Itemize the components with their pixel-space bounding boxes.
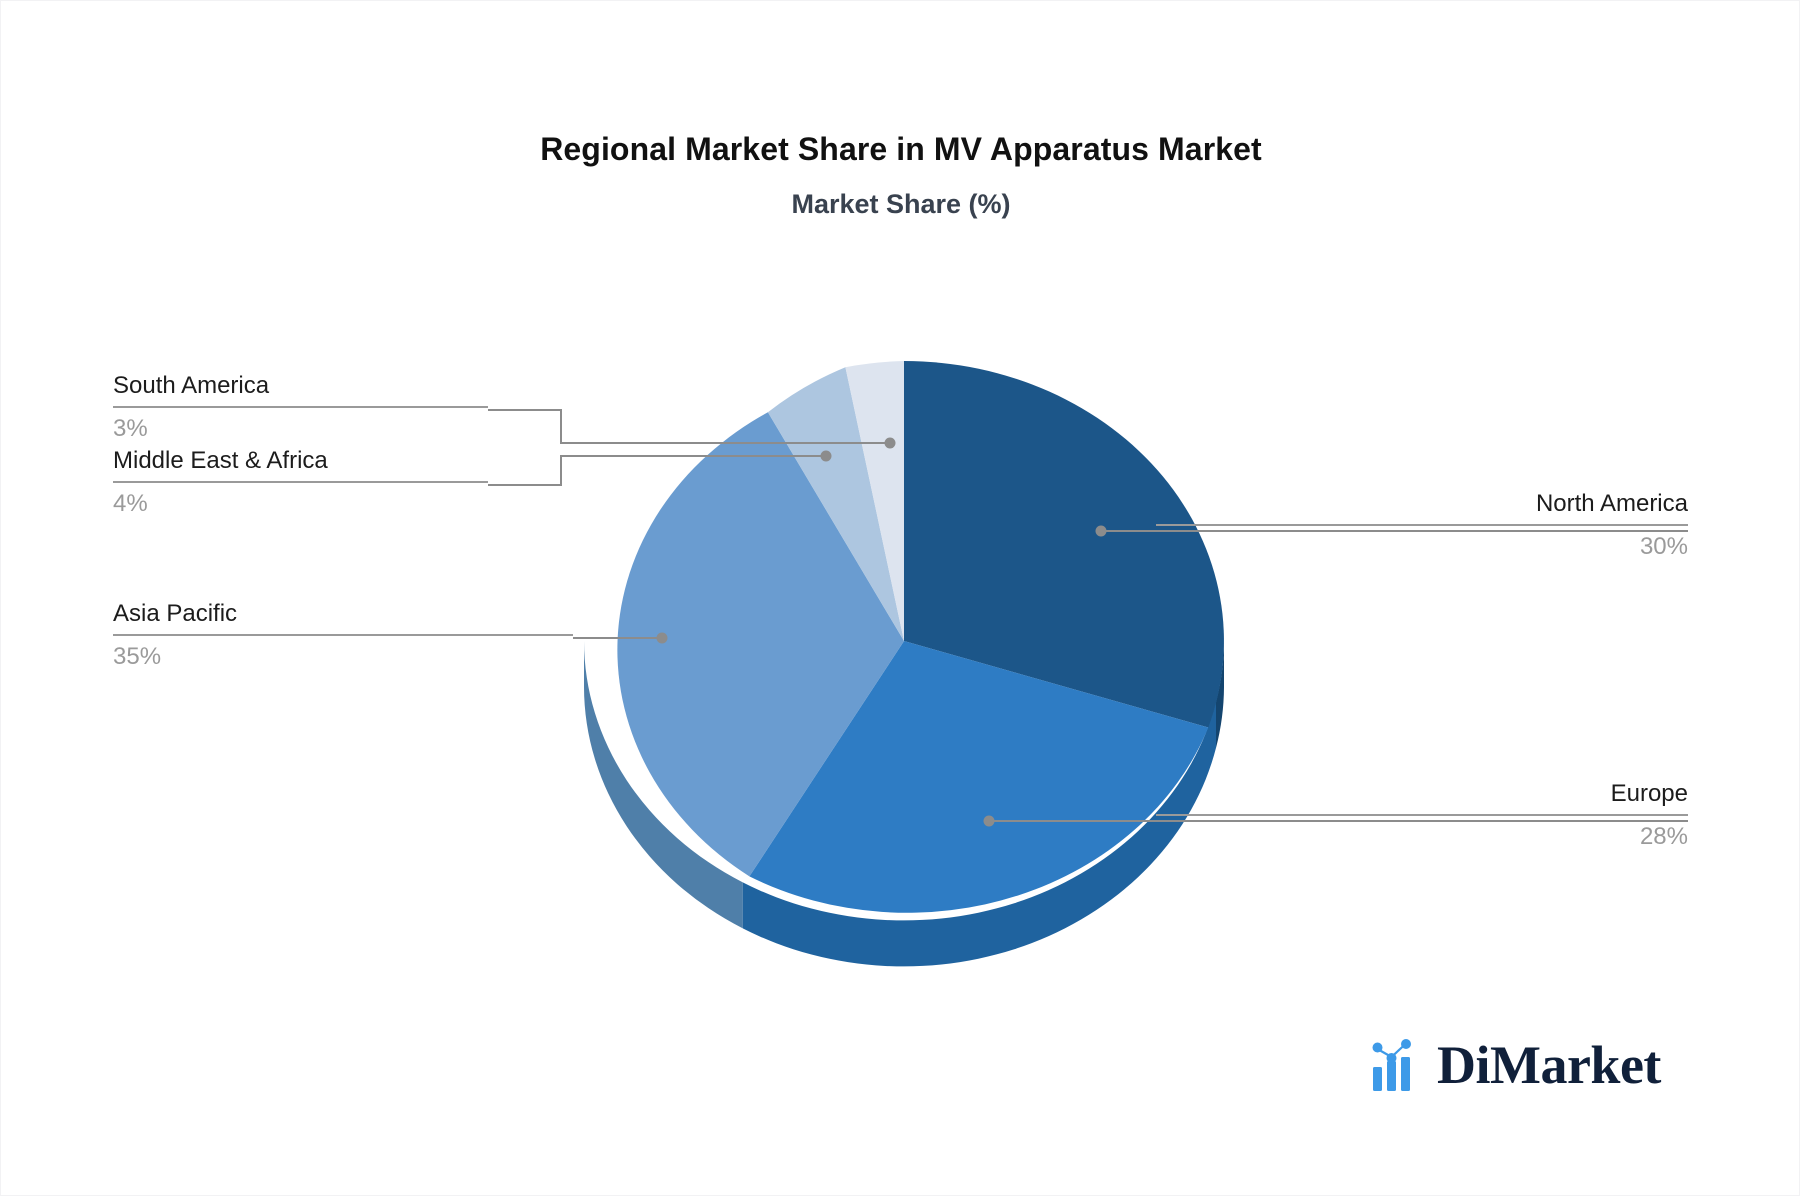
callout-rule-asia-pacific <box>113 633 573 636</box>
pie-slice-south-america <box>845 361 904 641</box>
callout-value-middle-east-africa: 4% <box>113 489 148 517</box>
leader-dot-asia-pacific <box>656 632 668 644</box>
leader-line-south-america <box>488 409 890 444</box>
leader-line-mea <box>488 455 826 486</box>
logo-wordmark: DiMarket <box>1437 1035 1661 1095</box>
callout-rule-south-america <box>113 405 488 408</box>
callout-south-america[interactable]: South America 3% <box>113 373 488 442</box>
leader-lines <box>488 409 1688 827</box>
callout-value-south-america: 3% <box>113 414 148 442</box>
leader-dot-mea <box>820 450 832 462</box>
callout-rule-europe <box>1156 813 1688 816</box>
dimarket-logo: DiMarket <box>1369 1037 1661 1093</box>
pie-slice-asia-pacific <box>617 412 904 877</box>
leader-dot-south-america <box>884 437 896 449</box>
callout-europe[interactable]: Europe 28% <box>1156 781 1688 850</box>
callout-label-europe: Europe <box>1610 780 1688 807</box>
callout-rule-north-america <box>1156 523 1688 526</box>
callout-value-europe: 28% <box>1639 822 1688 850</box>
bar-chart-trend-icon <box>1372 1039 1411 1091</box>
pie-top-face <box>617 361 1224 913</box>
leader-dot-north-america <box>1095 525 1107 537</box>
callout-label-asia-pacific: Asia Pacific <box>113 600 238 627</box>
pie-side-europe <box>742 701 1216 967</box>
pie-slice-north-america <box>904 361 1224 728</box>
pie-side-asia-pacific <box>584 641 743 929</box>
leader-dot-europe <box>983 815 995 827</box>
chart-title: Regional Market Share in MV Apparatus Ma… <box>540 131 1262 167</box>
callout-asia-pacific[interactable]: Asia Pacific 35% <box>113 601 573 670</box>
pie-side-north-america <box>1216 641 1224 748</box>
chart-subtitle: Market Share (%) <box>791 189 1011 219</box>
callout-rule-middle-east-africa <box>113 480 488 483</box>
pie-3d-sides <box>584 641 1224 967</box>
callout-label-middle-east-africa: Middle East & Africa <box>113 447 328 474</box>
callout-value-north-america: 30% <box>1639 532 1688 560</box>
pie-slice-middle-east-africa <box>767 367 904 641</box>
callout-middle-east-africa[interactable]: Middle East & Africa 4% <box>113 448 488 517</box>
pie-slice-europe <box>749 641 1209 913</box>
callout-label-north-america: North America <box>1535 490 1688 517</box>
callout-label-south-america: South America <box>113 372 270 399</box>
callout-value-asia-pacific: 35% <box>113 642 162 670</box>
callout-north-america[interactable]: North America 30% <box>1156 491 1688 560</box>
